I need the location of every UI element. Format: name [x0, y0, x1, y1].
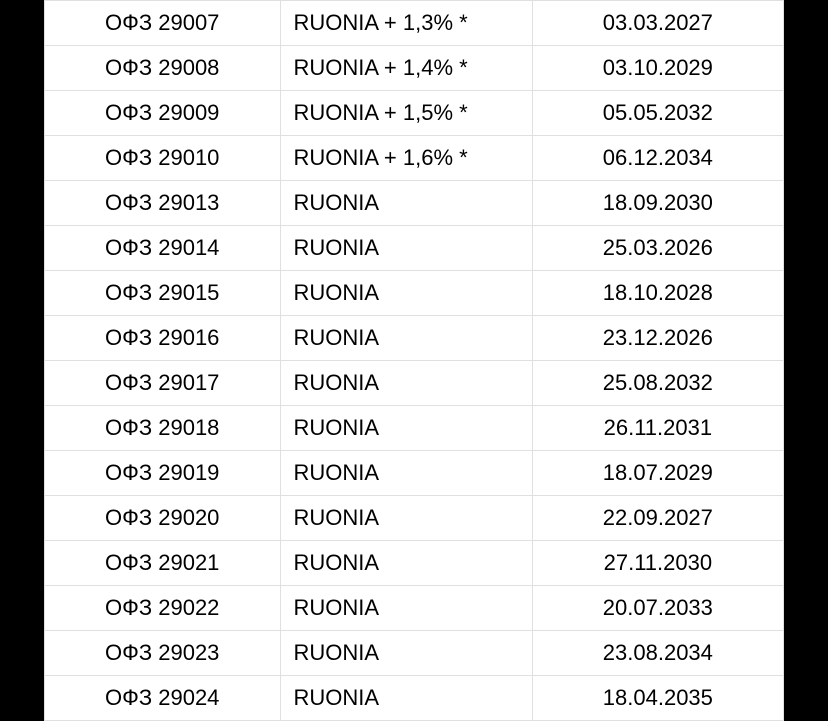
bond-date-cell: 20.07.2033 [532, 586, 783, 631]
table-row: ОФЗ 29022RUONIA20.07.2033 [45, 586, 784, 631]
bond-rate-cell: RUONIA + 1,6% * [281, 136, 532, 181]
bond-date-cell: 05.05.2032 [532, 91, 783, 136]
table-row: ОФЗ 29009RUONIA + 1,5% *05.05.2032 [45, 91, 784, 136]
table-row: ОФЗ 29007RUONIA + 1,3% *03.03.2027 [45, 1, 784, 46]
bond-date-cell: 18.04.2035 [532, 676, 783, 721]
bond-date-cell: 03.03.2027 [532, 1, 783, 46]
bond-rate-cell: RUONIA [281, 676, 532, 721]
bond-name-cell: ОФЗ 29022 [45, 586, 281, 631]
bond-date-cell: 18.07.2029 [532, 451, 783, 496]
bond-name-cell: ОФЗ 29009 [45, 91, 281, 136]
bond-date-cell: 26.11.2031 [532, 406, 783, 451]
table-row: ОФЗ 29021RUONIA27.11.2030 [45, 541, 784, 586]
bond-rate-cell: RUONIA [281, 316, 532, 361]
bond-name-cell: ОФЗ 29014 [45, 226, 281, 271]
bond-date-cell: 06.12.2034 [532, 136, 783, 181]
bond-name-cell: ОФЗ 29015 [45, 271, 281, 316]
bond-name-cell: ОФЗ 29010 [45, 136, 281, 181]
table-row: ОФЗ 29014RUONIA25.03.2026 [45, 226, 784, 271]
bond-date-cell: 23.08.2034 [532, 631, 783, 676]
table-row: ОФЗ 29010RUONIA + 1,6% *06.12.2034 [45, 136, 784, 181]
bond-rate-cell: RUONIA [281, 406, 532, 451]
bond-rate-cell: RUONIA [281, 631, 532, 676]
bond-name-cell: ОФЗ 29019 [45, 451, 281, 496]
table-row: ОФЗ 29015RUONIA18.10.2028 [45, 271, 784, 316]
table-row: ОФЗ 29020RUONIA22.09.2027 [45, 496, 784, 541]
table-row: ОФЗ 29023RUONIA23.08.2034 [45, 631, 784, 676]
bond-name-cell: ОФЗ 29016 [45, 316, 281, 361]
table-row: ОФЗ 29019RUONIA18.07.2029 [45, 451, 784, 496]
bond-name-cell: ОФЗ 29017 [45, 361, 281, 406]
bond-date-cell: 25.08.2032 [532, 361, 783, 406]
bond-rate-cell: RUONIA [281, 361, 532, 406]
bond-date-cell: 25.03.2026 [532, 226, 783, 271]
table-body: ОФЗ 29007RUONIA + 1,3% *03.03.2027ОФЗ 29… [45, 1, 784, 721]
bonds-table: ОФЗ 29007RUONIA + 1,3% *03.03.2027ОФЗ 29… [44, 0, 784, 721]
bond-rate-cell: RUONIA [281, 541, 532, 586]
bond-rate-cell: RUONIA [281, 496, 532, 541]
bond-name-cell: ОФЗ 29013 [45, 181, 281, 226]
bonds-table-container: ОФЗ 29007RUONIA + 1,3% *03.03.2027ОФЗ 29… [44, 0, 784, 698]
bond-name-cell: ОФЗ 29018 [45, 406, 281, 451]
table-row: ОФЗ 29024RUONIA18.04.2035 [45, 676, 784, 721]
bond-rate-cell: RUONIA + 1,4% * [281, 46, 532, 91]
bond-rate-cell: RUONIA [281, 451, 532, 496]
bond-name-cell: ОФЗ 29020 [45, 496, 281, 541]
bond-rate-cell: RUONIA [281, 271, 532, 316]
table-row: ОФЗ 29016RUONIA23.12.2026 [45, 316, 784, 361]
bond-name-cell: ОФЗ 29024 [45, 676, 281, 721]
bond-date-cell: 03.10.2029 [532, 46, 783, 91]
bond-name-cell: ОФЗ 29021 [45, 541, 281, 586]
bond-name-cell: ОФЗ 29007 [45, 1, 281, 46]
bond-rate-cell: RUONIA [281, 586, 532, 631]
bond-rate-cell: RUONIA [281, 181, 532, 226]
bond-date-cell: 22.09.2027 [532, 496, 783, 541]
bond-name-cell: ОФЗ 29008 [45, 46, 281, 91]
bond-name-cell: ОФЗ 29023 [45, 631, 281, 676]
bond-date-cell: 18.09.2030 [532, 181, 783, 226]
bond-rate-cell: RUONIA [281, 226, 532, 271]
bond-date-cell: 27.11.2030 [532, 541, 783, 586]
bond-date-cell: 23.12.2026 [532, 316, 783, 361]
bond-date-cell: 18.10.2028 [532, 271, 783, 316]
table-row: ОФЗ 29013RUONIA18.09.2030 [45, 181, 784, 226]
table-row: ОФЗ 29018RUONIA26.11.2031 [45, 406, 784, 451]
table-row: ОФЗ 29017RUONIA25.08.2032 [45, 361, 784, 406]
bond-rate-cell: RUONIA + 1,3% * [281, 1, 532, 46]
bond-rate-cell: RUONIA + 1,5% * [281, 91, 532, 136]
table-row: ОФЗ 29008RUONIA + 1,4% *03.10.2029 [45, 46, 784, 91]
